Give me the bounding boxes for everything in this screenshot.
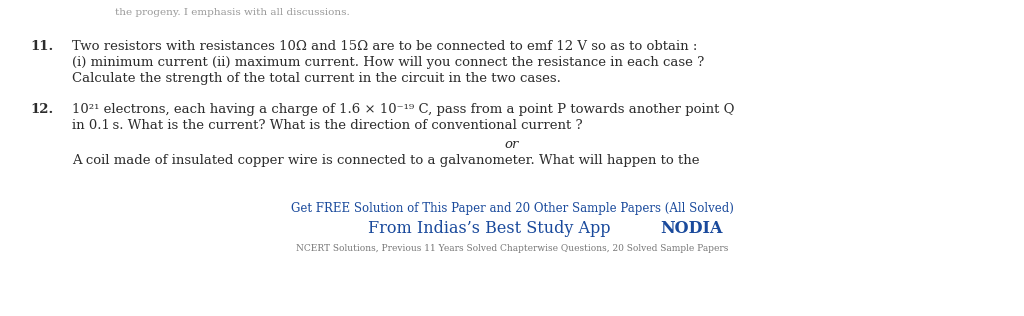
Text: Get FREE Solution of This Paper and 20 Other Sample Papers (All Solved): Get FREE Solution of This Paper and 20 O… (291, 202, 733, 215)
Text: Calculate the strength of the total current in the circuit in the two cases.: Calculate the strength of the total curr… (72, 72, 561, 85)
Text: 12.: 12. (30, 103, 53, 116)
Text: 10²¹ electrons, each having a charge of 1.6 × 10⁻¹⁹ C, pass from a point P towar: 10²¹ electrons, each having a charge of … (72, 103, 734, 116)
Text: NCERT Solutions, Previous 11 Years Solved Chapterwise Questions, 20 Solved Sampl: NCERT Solutions, Previous 11 Years Solve… (296, 244, 728, 253)
Text: NODIA: NODIA (660, 220, 723, 237)
Text: or: or (505, 138, 519, 151)
Text: in 0.1 s. What is the current? What is the direction of conventional current ?: in 0.1 s. What is the current? What is t… (72, 119, 583, 132)
Text: A coil made of insulated copper wire is connected to a galvanometer. What will h: A coil made of insulated copper wire is … (72, 154, 699, 167)
Text: 11.: 11. (30, 40, 53, 53)
Text: (i) minimum current (ii) maximum current. How will you connect the resistance in: (i) minimum current (ii) maximum current… (72, 56, 705, 69)
Text: the progeny. I emphasis with all discussions.: the progeny. I emphasis with all discuss… (115, 8, 350, 17)
Text: Two resistors with resistances 10Ω and 15Ω are to be connected to emf 12 V so as: Two resistors with resistances 10Ω and 1… (72, 40, 697, 53)
Text: From Indias’s Best Study App: From Indias’s Best Study App (368, 220, 615, 237)
